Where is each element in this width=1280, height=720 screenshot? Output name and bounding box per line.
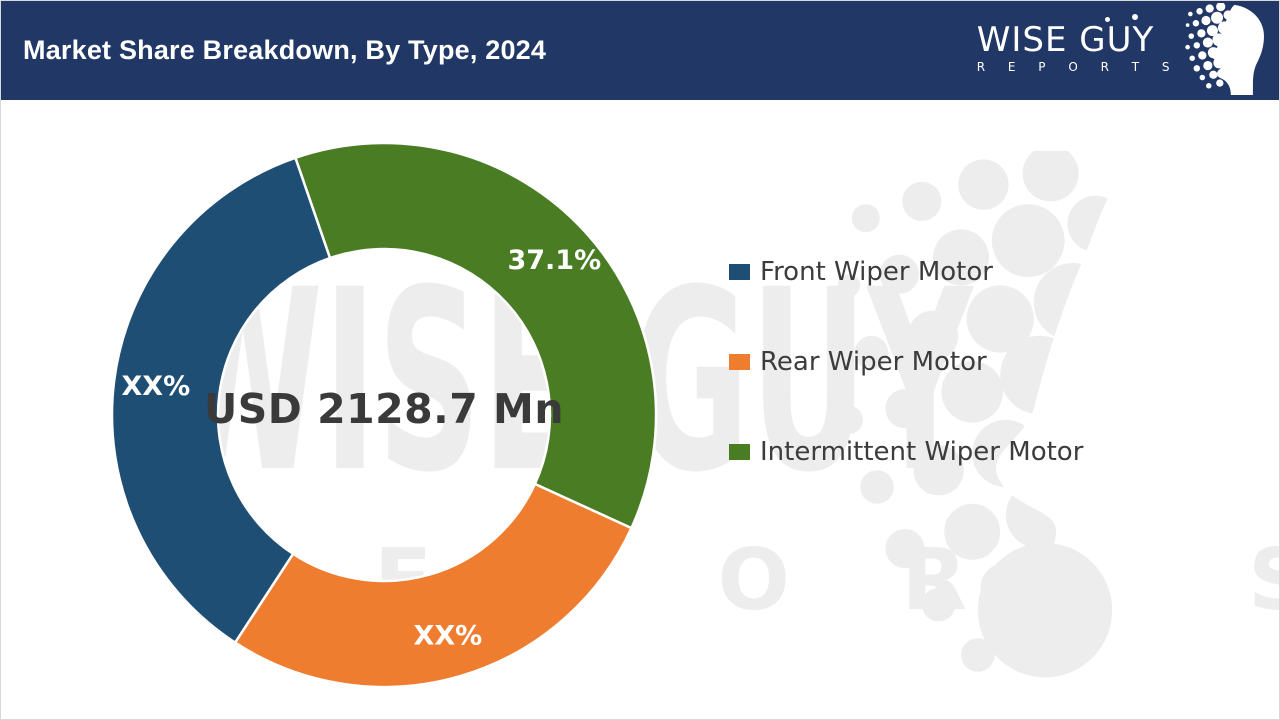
legend-label: Rear Wiper Motor <box>760 347 987 377</box>
legend-swatch-rear-wiper-motor <box>729 354 750 370</box>
logo-accent-dot <box>1104 17 1110 22</box>
logo-subtitle: R E P O R T S <box>976 60 1179 74</box>
donut-segment-rear-wiper-motor[interactable] <box>233 482 633 689</box>
watermark-dot <box>977 543 1113 678</box>
legend-item-front-wiper-motor[interactable]: Front Wiper Motor <box>729 255 993 289</box>
watermark-face-icon <box>835 151 1279 711</box>
slice-value-label: 37.1% <box>507 245 601 276</box>
header-bar: Market Share Breakdown, By Type, 2024 WI… <box>1 1 1279 100</box>
legend-swatch-front-wiper-motor <box>729 264 750 280</box>
logo-text: WISE GUY R E P O R T S <box>977 23 1179 73</box>
legend-label: Front Wiper Motor <box>760 257 993 287</box>
page-title: Market Share Breakdown, By Type, 2024 <box>23 35 547 65</box>
legend-item-rear-wiper-motor[interactable]: Rear Wiper Motor <box>729 345 987 379</box>
slice-value-label: XX% <box>121 371 190 402</box>
legend-item-intermittent-wiper-motor[interactable]: Intermittent Wiper Motor <box>729 435 1083 469</box>
chart-center-value: USD 2128.7 Mn <box>203 385 565 433</box>
wiseguy-logo: WISE GUY R E P O R T S <box>977 3 1275 98</box>
legend-label: Intermittent Wiper Motor <box>760 437 1084 467</box>
logo-wordmark: WISE GUY <box>976 20 1155 60</box>
legend-swatch-intermittent-wiper-motor <box>729 444 750 460</box>
logo-accent-dot <box>1131 14 1138 20</box>
donut-segment-front-wiper-motor[interactable] <box>110 156 332 644</box>
donut-segment-intermittent-wiper-motor[interactable] <box>294 141 658 530</box>
slice-value-label: XX% <box>414 621 483 652</box>
